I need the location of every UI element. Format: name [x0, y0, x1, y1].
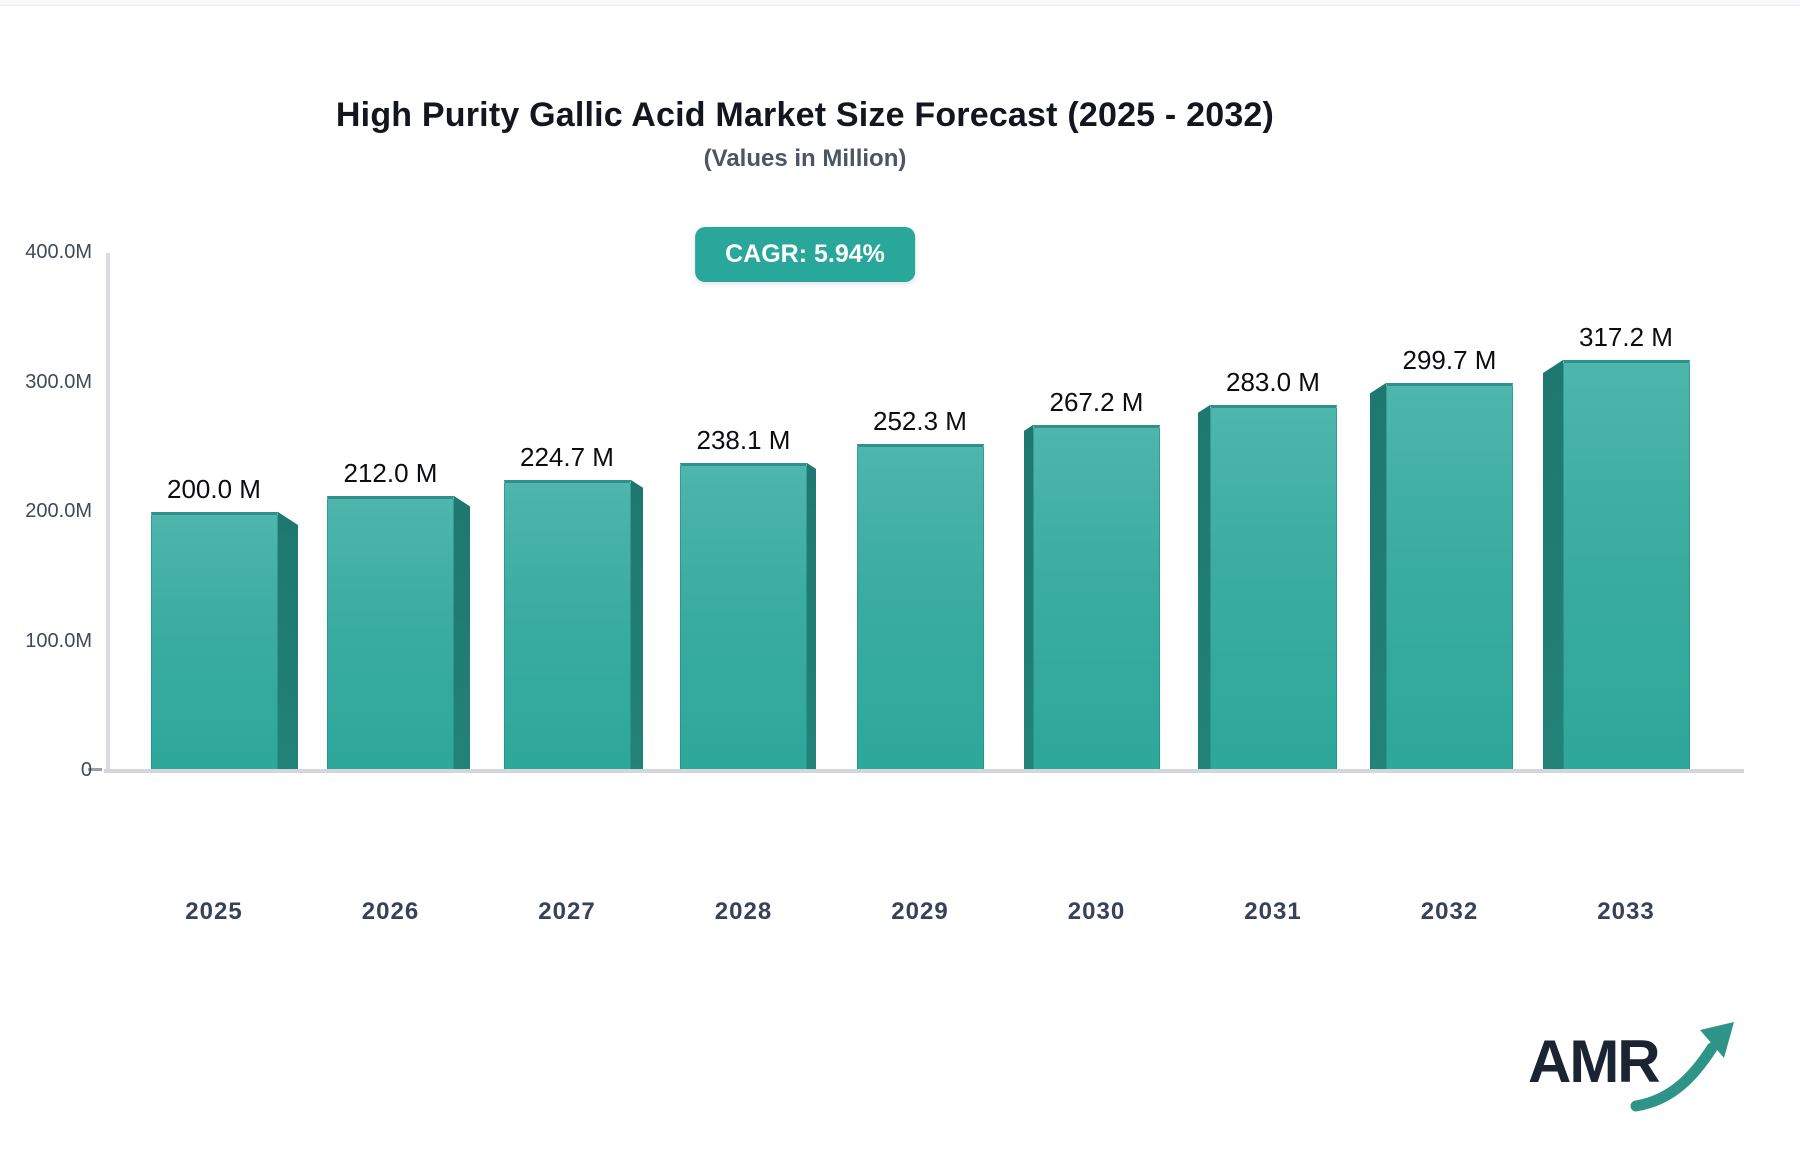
page-top-border [0, 0, 1800, 6]
bar-3d-side [1370, 382, 1386, 772]
amr-logo: AMR [1528, 1022, 1778, 1122]
amr-logo-text: AMR [1528, 1028, 1661, 1095]
bar-2033[interactable] [1562, 360, 1690, 771]
chart-subtitle: (Values in Million) [703, 145, 907, 172]
x-axis-tick-label: 2032 [1420, 898, 1479, 925]
y-axis-tick-label: 200.0M [25, 500, 92, 522]
bar-value-label: 224.7 M [520, 442, 614, 472]
x-axis-tick-label: 2028 [714, 898, 773, 925]
bars-area [150, 360, 1690, 772]
bar-value-label: 299.7 M [1402, 344, 1497, 375]
y-axis-tick-label: 300.0M [25, 370, 92, 393]
bar-value-label: 238.1 M [696, 424, 791, 455]
bar-3d-side [277, 512, 298, 772]
bar-3d-side [1542, 360, 1563, 772]
bar-3d-side [807, 462, 816, 772]
bar-value-label: 252.3 M [873, 406, 967, 437]
chart-header: High Purity Gallic Acid Market Size Fore… [0, 96, 1610, 173]
trend-up-arrow-icon [1630, 1022, 1734, 1112]
bar-2031[interactable] [1209, 404, 1337, 771]
x-axis-tick-label: 2030 [1067, 898, 1126, 925]
cagr-badge: CAGR: 5.94% [695, 227, 915, 282]
x-axis-tick-label: 2031 [1244, 898, 1302, 925]
bar-3d-side [1197, 404, 1210, 772]
bar-2030[interactable] [1033, 424, 1160, 771]
x-axis-baseline [104, 769, 1744, 773]
bar-value-label: 317.2 M [1579, 322, 1673, 353]
y-axis-line [106, 253, 110, 772]
bar-2026[interactable] [327, 496, 454, 771]
bar-value-label: 200.0 M [167, 474, 261, 504]
y-axis-tick-label: 400.0M [25, 241, 92, 263]
chart-title: High Purity Gallic Acid Market Size Fore… [335, 96, 1275, 134]
bar-value-label: 267.2 M [1049, 386, 1144, 417]
y-axis-tick-label: 0 [80, 759, 92, 781]
x-axis-tick-label: 2027 [538, 898, 596, 925]
bar-2032[interactable] [1386, 382, 1513, 771]
bar-value-label: 283.0 M [1226, 366, 1320, 397]
bar-3d-side [630, 480, 643, 772]
bar-2025[interactable] [150, 512, 278, 771]
zero-tick-mark [88, 768, 102, 771]
bar-3d-side [1024, 424, 1033, 772]
y-axis-tick-label: 100.0M [25, 629, 92, 652]
bar-2027[interactable] [503, 480, 631, 771]
x-axis-tick-label: 2033 [1597, 898, 1655, 925]
bar-3d-side [454, 496, 470, 772]
x-axis-tick-label: 2029 [891, 898, 949, 925]
bar-value-label: 212.0 M [343, 458, 438, 489]
x-axis-tick-label: 2025 [185, 898, 243, 925]
bar-2029[interactable] [856, 444, 984, 771]
x-axis-tick-label: 2026 [361, 898, 420, 925]
bar-2028[interactable] [680, 462, 807, 771]
